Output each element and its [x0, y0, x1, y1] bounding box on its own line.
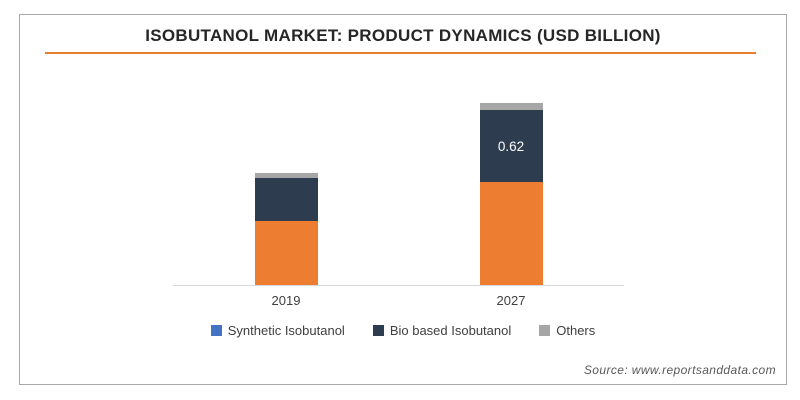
legend-item-others: Others — [539, 323, 595, 338]
bar-2027-segment-bio-based-isobutanol: 0.62 — [479, 110, 543, 182]
title-accent-line — [45, 52, 756, 54]
legend-swatch-synthetic-isobutanol — [210, 325, 222, 336]
source-note: Source: www.reportsanddata.com — [583, 363, 776, 377]
legend-label-bio-based-isobutanol: Bio based Isobutanol — [389, 323, 512, 338]
x-axis-label-2027: 2027 — [496, 293, 526, 308]
bar-2019 — [254, 173, 318, 285]
legend-label-synthetic-isobutanol: Synthetic Isobutanol — [227, 323, 345, 338]
bar-2027-segment-synthetic-isobutanol — [479, 182, 543, 285]
x-axis-label-2019: 2019 — [271, 293, 301, 308]
bar-2027: 0.62 — [479, 103, 543, 285]
legend-swatch-bio-based-isobutanol — [372, 325, 384, 336]
legend-swatch-others — [539, 325, 551, 336]
chart-card: ISOBUTANOL MARKET: PRODUCT DYNAMICS (USD… — [19, 14, 787, 385]
legend-item-synthetic-isobutanol: Synthetic Isobutanol — [210, 323, 345, 338]
bar-2027-segment-others — [479, 103, 543, 110]
legend: Synthetic Isobutanol Bio based Isobutano… — [20, 323, 786, 338]
chart-title: ISOBUTANOL MARKET: PRODUCT DYNAMICS (USD… — [145, 26, 661, 45]
bar-2019-segment-others — [254, 173, 318, 178]
legend-item-bio-based-isobutanol: Bio based Isobutanol — [372, 323, 512, 338]
data-label: 0.62 — [497, 138, 525, 154]
legend-label-others: Others — [556, 323, 596, 338]
plot-area: 2019 2027 0.62 — [173, 75, 624, 308]
bar-2019-segment-synthetic-isobutanol — [254, 221, 318, 285]
bar-2019-segment-bio-based-isobutanol — [254, 178, 318, 221]
